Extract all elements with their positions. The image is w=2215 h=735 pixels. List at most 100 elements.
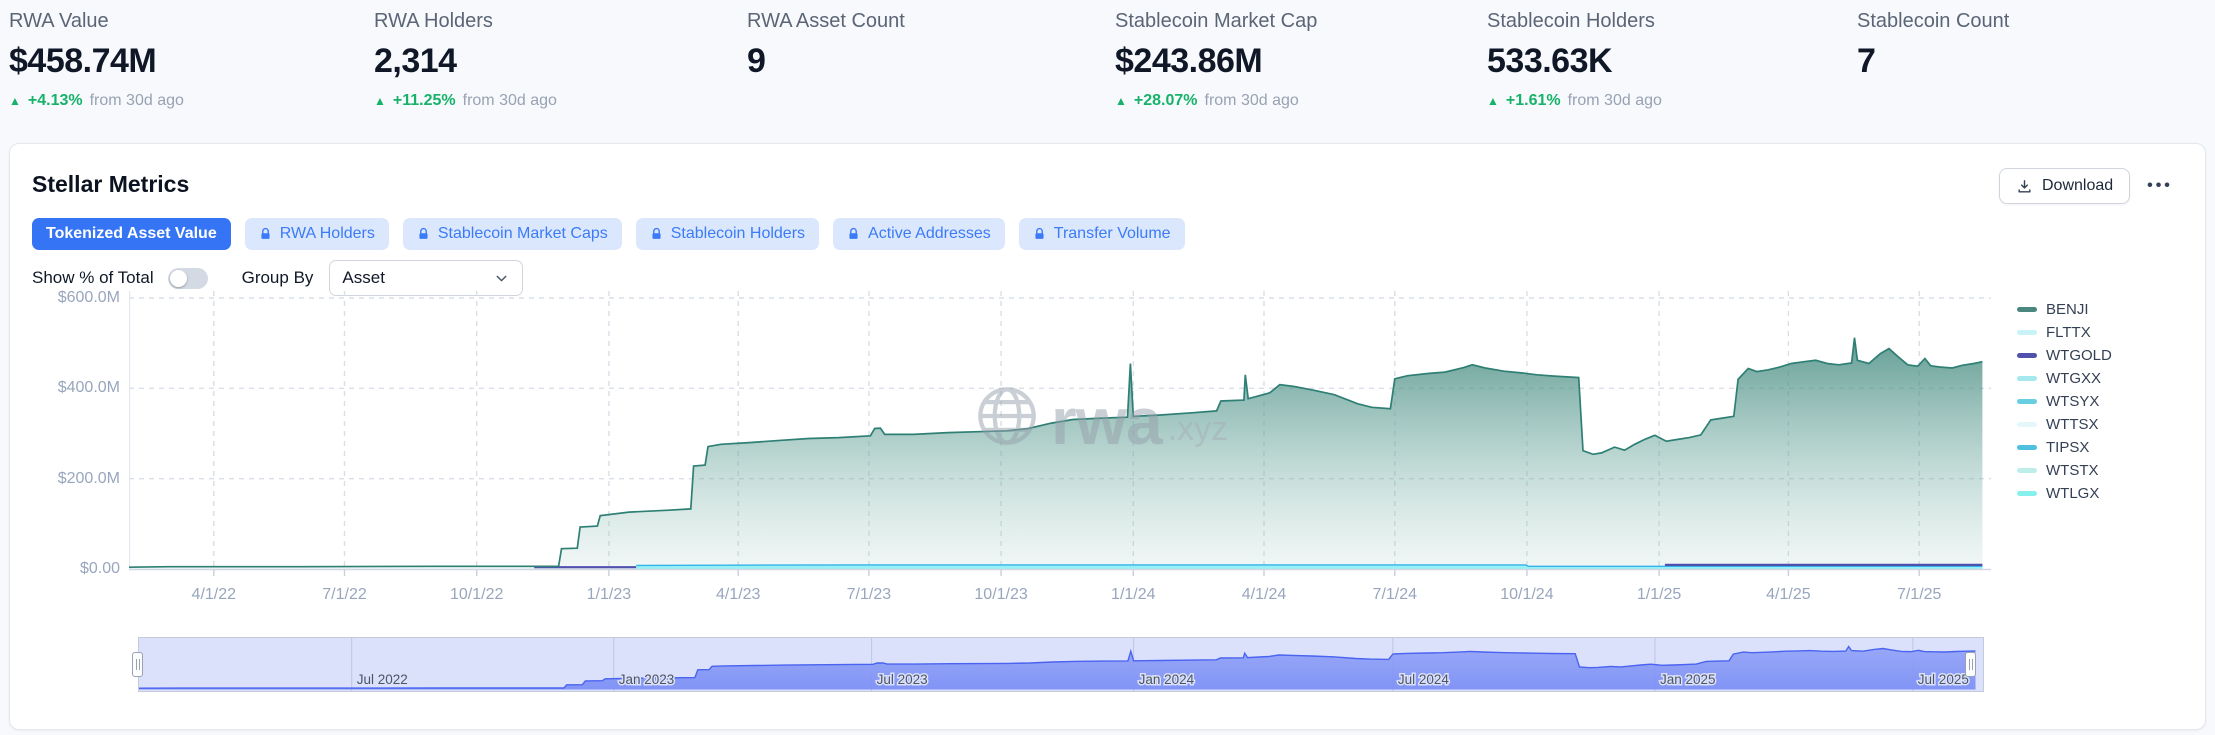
svg-text:7/1/24: 7/1/24 bbox=[1373, 586, 1418, 603]
legend-label: WTGXX bbox=[2046, 370, 2101, 387]
range-handle-right[interactable] bbox=[1965, 652, 1976, 677]
svg-text:4/1/25: 4/1/25 bbox=[1766, 586, 1811, 603]
more-options-button[interactable]: ••• bbox=[2134, 170, 2186, 202]
download-label: Download bbox=[2042, 177, 2114, 194]
delta-period: from 30d ago bbox=[1204, 92, 1299, 109]
delta-percent: +11.25% bbox=[392, 92, 456, 109]
lock-icon bbox=[1033, 227, 1046, 241]
stat-label: RWA Asset Count bbox=[747, 10, 905, 32]
svg-text:4/1/23: 4/1/23 bbox=[716, 586, 761, 603]
lock-icon bbox=[417, 227, 430, 241]
svg-text:4/1/24: 4/1/24 bbox=[1242, 586, 1287, 603]
legend-item-wttsx[interactable]: WTTSX bbox=[2017, 416, 2112, 433]
legend-item-flttx[interactable]: FLTTX bbox=[2017, 324, 2112, 341]
svg-text:Jul 2024: Jul 2024 bbox=[1398, 672, 1450, 687]
chart-controls: Show % of Total Group By Asset bbox=[32, 260, 524, 296]
stat-value: 2,314 bbox=[374, 42, 457, 80]
legend-item-wtstx[interactable]: WTSTX bbox=[2017, 462, 2112, 479]
legend-item-tipsx[interactable]: TIPSX bbox=[2017, 439, 2112, 456]
tab-active-addresses[interactable]: Active Addresses bbox=[833, 218, 1005, 250]
trend-up-icon: ▲ bbox=[9, 94, 21, 108]
svg-text:4/1/22: 4/1/22 bbox=[192, 586, 237, 603]
tab-stablecoin-market-caps[interactable]: Stablecoin Market Caps bbox=[402, 218, 622, 250]
svg-text:7/1/25: 7/1/25 bbox=[1897, 586, 1942, 603]
metrics-card: Stellar Metrics Download ••• Tokenized A… bbox=[9, 143, 2206, 730]
y-axis-label: $0.00 bbox=[79, 560, 120, 577]
legend-swatch bbox=[2017, 491, 2037, 496]
stat-value: 9 bbox=[747, 42, 766, 80]
tab-stablecoin-holders[interactable]: Stablecoin Holders bbox=[635, 218, 820, 250]
legend-swatch bbox=[2017, 422, 2037, 427]
stat-stablecoin-market-cap: Stablecoin Market Cap $243.86M ▲ +28.07% f… bbox=[1115, 10, 1475, 110]
svg-text:Jan 2023: Jan 2023 bbox=[619, 672, 675, 687]
stat-rwa-holders: RWA Holders 2,314 ▲ +11.25% from 30d ago bbox=[374, 10, 734, 110]
chevron-down-icon bbox=[493, 270, 510, 287]
legend-swatch bbox=[2017, 468, 2037, 473]
stat-stablecoin-count: Stablecoin Count 7 bbox=[1857, 10, 2215, 81]
range-selector[interactable]: Jul 2022 Jan 2023 Jul 2023 Jan 2024 Jul 2024… bbox=[132, 637, 1984, 692]
delta-percent: +4.13% bbox=[27, 92, 83, 109]
show-percent-label: Show % of Total bbox=[32, 268, 154, 287]
stat-label: Stablecoin Count bbox=[1857, 10, 2010, 32]
download-button[interactable]: Download bbox=[1999, 168, 2131, 204]
stat-rwa-asset-count: RWA Asset Count 9 bbox=[747, 10, 1107, 81]
svg-text:1/1/23: 1/1/23 bbox=[587, 586, 632, 603]
legend-item-wtlgx[interactable]: WTLGX bbox=[2017, 485, 2112, 502]
svg-text:1/1/24: 1/1/24 bbox=[1111, 586, 1156, 603]
y-axis-label: $200.0M bbox=[57, 470, 120, 487]
range-handle-left[interactable] bbox=[132, 652, 143, 677]
legend-item-wtsyx[interactable]: WTSYX bbox=[2017, 393, 2112, 410]
delta-period: from 30d ago bbox=[89, 92, 184, 109]
legend-swatch bbox=[2017, 307, 2037, 312]
legend-swatch bbox=[2017, 330, 2037, 335]
legend-label: WTSTX bbox=[2046, 462, 2099, 479]
group-by-select[interactable]: Asset bbox=[329, 260, 524, 296]
y-axis-label: $600.0M bbox=[57, 289, 120, 306]
stats-row: RWA Value $458.74M ▲ +4.13% from 30d ago R… bbox=[9, 10, 2209, 125]
stat-value: $243.86M bbox=[1115, 42, 1263, 80]
svg-text:7/1/22: 7/1/22 bbox=[322, 586, 367, 603]
main-chart[interactable]: 4/1/22 7/1/22 10/1/22 1/1/23 4/1/23 7/1/23 10/… bbox=[129, 291, 1991, 616]
legend-label: WTSYX bbox=[2046, 393, 2100, 410]
svg-text:Jul 2025: Jul 2025 bbox=[1918, 672, 1969, 687]
legend-swatch bbox=[2017, 445, 2037, 450]
legend-label: BENJI bbox=[2046, 301, 2089, 318]
legend-item-benji[interactable]: BENJI bbox=[2017, 301, 2112, 318]
page-title: Stellar Metrics bbox=[32, 171, 190, 197]
tab-transfer-volume[interactable]: Transfer Volume bbox=[1018, 218, 1185, 250]
legend-swatch bbox=[2017, 376, 2037, 381]
metric-tabs: Tokenized Asset Value RWA Holders Stable… bbox=[32, 218, 1185, 250]
stat-value: 7 bbox=[1857, 42, 1876, 80]
trend-up-icon: ▲ bbox=[1487, 94, 1499, 108]
stat-label: RWA Value bbox=[9, 10, 109, 32]
stat-stablecoin-holders: Stablecoin Holders 533.63K ▲ +1.61% from 3… bbox=[1487, 10, 1847, 110]
stat-value: $458.74M bbox=[9, 42, 157, 80]
tab-rwa-holders[interactable]: RWA Holders bbox=[244, 218, 389, 250]
stat-label: RWA Holders bbox=[374, 10, 493, 32]
legend-label: WTTSX bbox=[2046, 416, 2099, 433]
stat-value: 533.63K bbox=[1487, 42, 1613, 80]
group-by-label: Group By bbox=[241, 268, 314, 287]
svg-text:10/1/22: 10/1/22 bbox=[450, 586, 503, 603]
legend-label: FLTTX bbox=[2046, 324, 2091, 341]
trend-up-icon: ▲ bbox=[1115, 94, 1127, 108]
stat-rwa-value: RWA Value $458.74M ▲ +4.13% from 30d ago bbox=[9, 10, 369, 110]
legend-item-wtgold[interactable]: WTGOLD bbox=[2017, 347, 2112, 364]
svg-text:7/1/23: 7/1/23 bbox=[847, 586, 892, 603]
delta-period: from 30d ago bbox=[462, 92, 557, 109]
svg-text:Jul 2023: Jul 2023 bbox=[877, 672, 928, 687]
delta-period: from 30d ago bbox=[1567, 92, 1662, 109]
show-percent-toggle[interactable] bbox=[167, 267, 208, 289]
tab-tokenized-asset-value[interactable]: Tokenized Asset Value bbox=[32, 218, 231, 250]
stat-label: Stablecoin Market Cap bbox=[1115, 10, 1318, 32]
legend-swatch bbox=[2017, 353, 2037, 358]
toggle-knob bbox=[169, 269, 187, 287]
legend-item-wtgxx[interactable]: WTGXX bbox=[2017, 370, 2112, 387]
svg-text:Jul 2022: Jul 2022 bbox=[357, 672, 408, 687]
trend-up-icon: ▲ bbox=[374, 94, 386, 108]
legend-label: WTLGX bbox=[2046, 485, 2100, 502]
delta-percent: +28.07% bbox=[1133, 92, 1198, 109]
svg-text:10/1/24: 10/1/24 bbox=[1500, 586, 1553, 603]
svg-text:Jan 2024: Jan 2024 bbox=[1139, 672, 1195, 687]
